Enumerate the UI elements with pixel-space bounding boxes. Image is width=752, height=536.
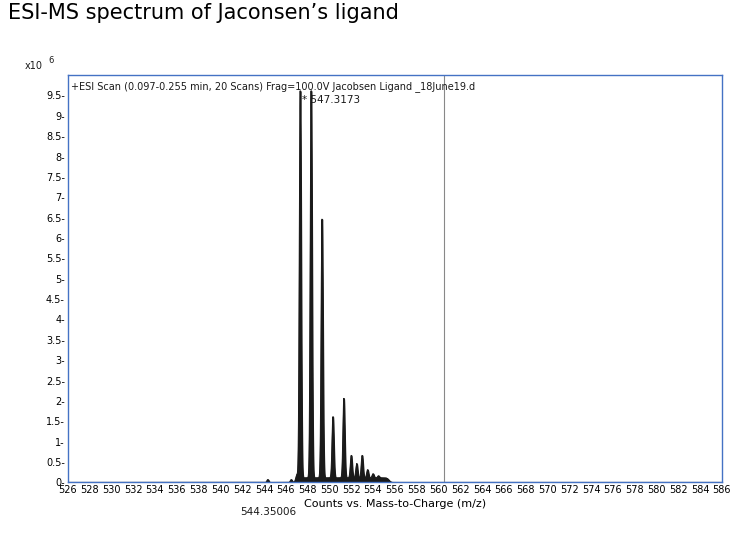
Text: * 547.3173: * 547.3173 [302, 95, 360, 106]
Text: +ESI Scan (0.097-0.255 min, 20 Scans) Frag=100.0V Jacobsen Ligand _18June19.d: +ESI Scan (0.097-0.255 min, 20 Scans) Fr… [71, 81, 475, 92]
Text: 544.35006: 544.35006 [241, 507, 296, 517]
Text: x10: x10 [25, 61, 43, 71]
Text: 6: 6 [48, 56, 53, 65]
X-axis label: Counts vs. Mass-to-Charge (m/z): Counts vs. Mass-to-Charge (m/z) [304, 500, 486, 509]
Text: ESI-MS spectrum of Jaconsen’s ligand: ESI-MS spectrum of Jaconsen’s ligand [8, 3, 399, 23]
